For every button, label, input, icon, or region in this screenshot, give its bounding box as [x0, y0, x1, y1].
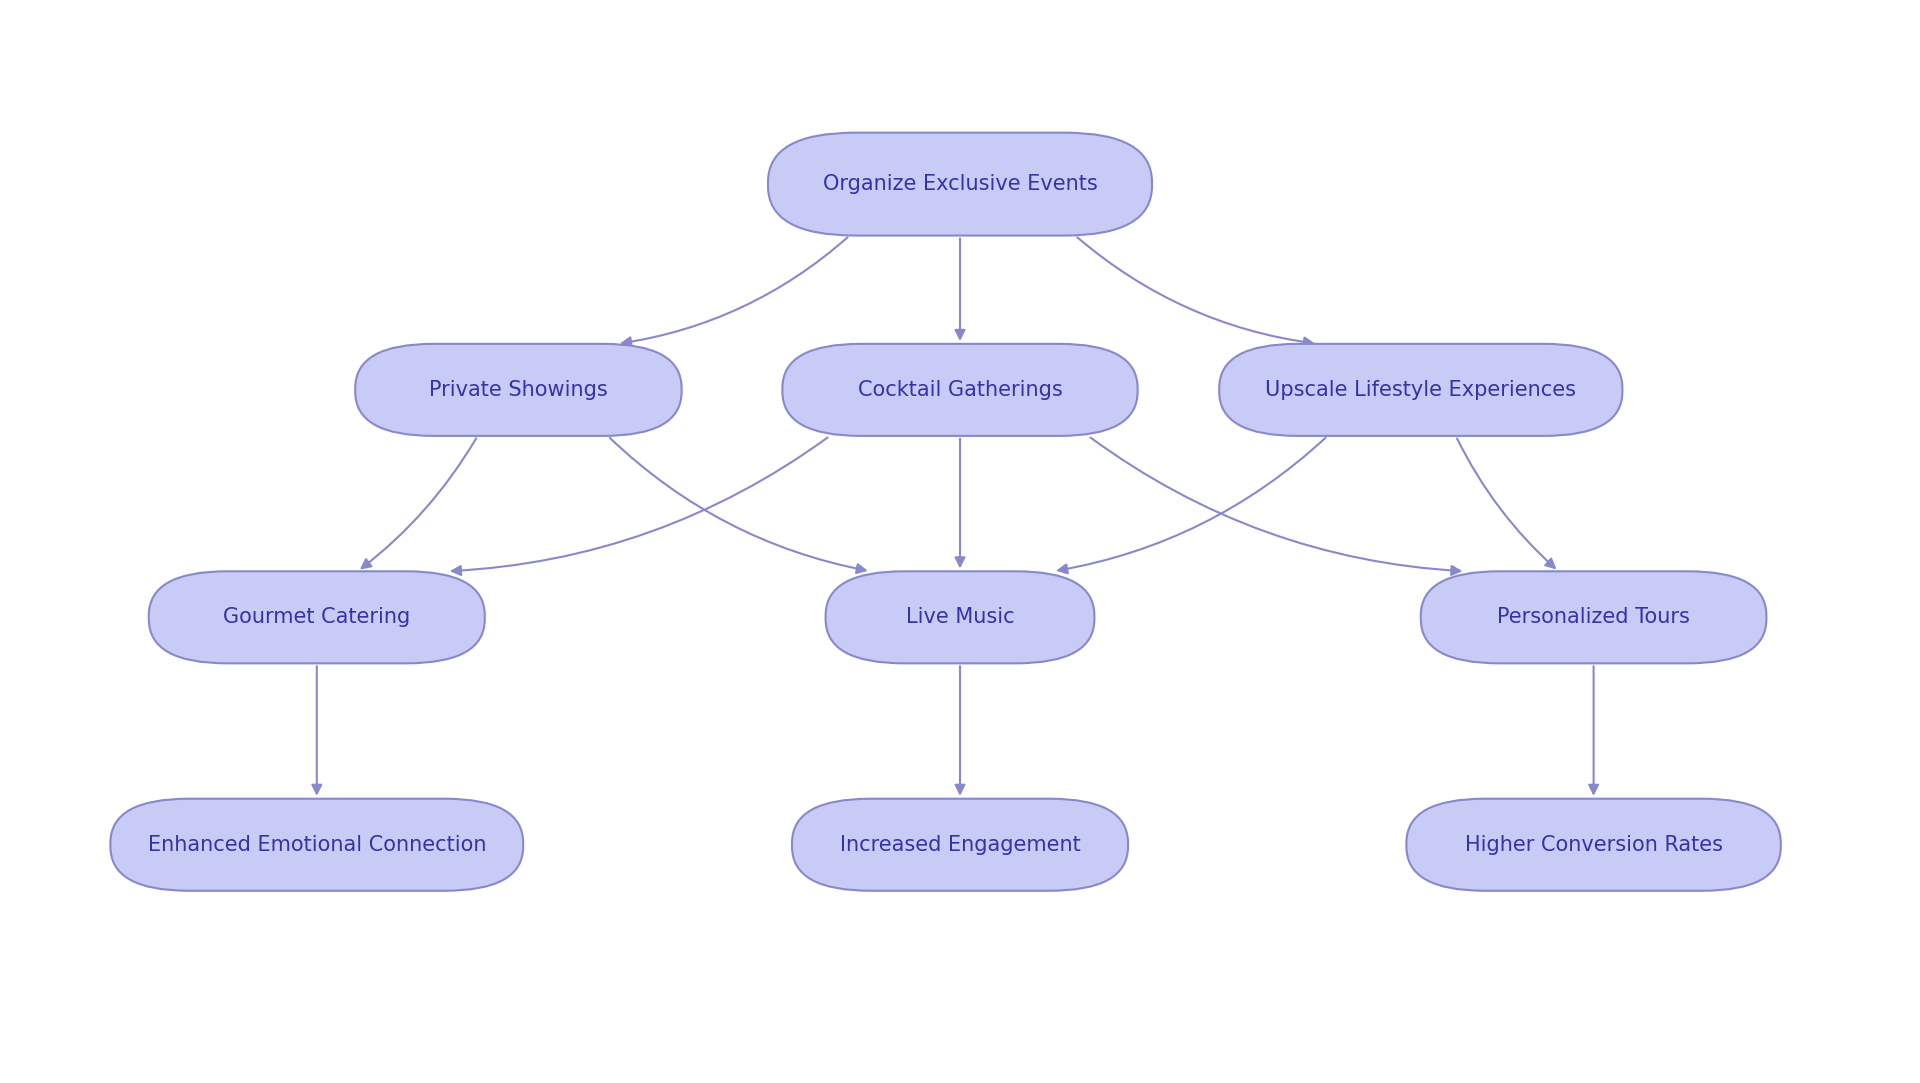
- Text: Personalized Tours: Personalized Tours: [1498, 608, 1690, 627]
- FancyBboxPatch shape: [1219, 344, 1622, 435]
- Text: Gourmet Catering: Gourmet Catering: [223, 608, 411, 627]
- FancyBboxPatch shape: [1421, 572, 1766, 663]
- FancyBboxPatch shape: [783, 344, 1137, 435]
- FancyBboxPatch shape: [150, 572, 484, 663]
- FancyBboxPatch shape: [1405, 799, 1782, 890]
- Text: Upscale Lifestyle Experiences: Upscale Lifestyle Experiences: [1265, 380, 1576, 400]
- FancyBboxPatch shape: [111, 799, 522, 890]
- FancyBboxPatch shape: [768, 133, 1152, 236]
- Text: Private Showings: Private Showings: [428, 380, 609, 400]
- FancyBboxPatch shape: [826, 572, 1094, 663]
- Text: Increased Engagement: Increased Engagement: [839, 835, 1081, 854]
- Text: Organize Exclusive Events: Organize Exclusive Events: [822, 174, 1098, 194]
- Text: Cocktail Gatherings: Cocktail Gatherings: [858, 380, 1062, 400]
- Text: Enhanced Emotional Connection: Enhanced Emotional Connection: [148, 835, 486, 854]
- FancyBboxPatch shape: [355, 344, 682, 435]
- Text: Live Music: Live Music: [906, 608, 1014, 627]
- Text: Higher Conversion Rates: Higher Conversion Rates: [1465, 835, 1722, 854]
- FancyBboxPatch shape: [791, 799, 1127, 890]
